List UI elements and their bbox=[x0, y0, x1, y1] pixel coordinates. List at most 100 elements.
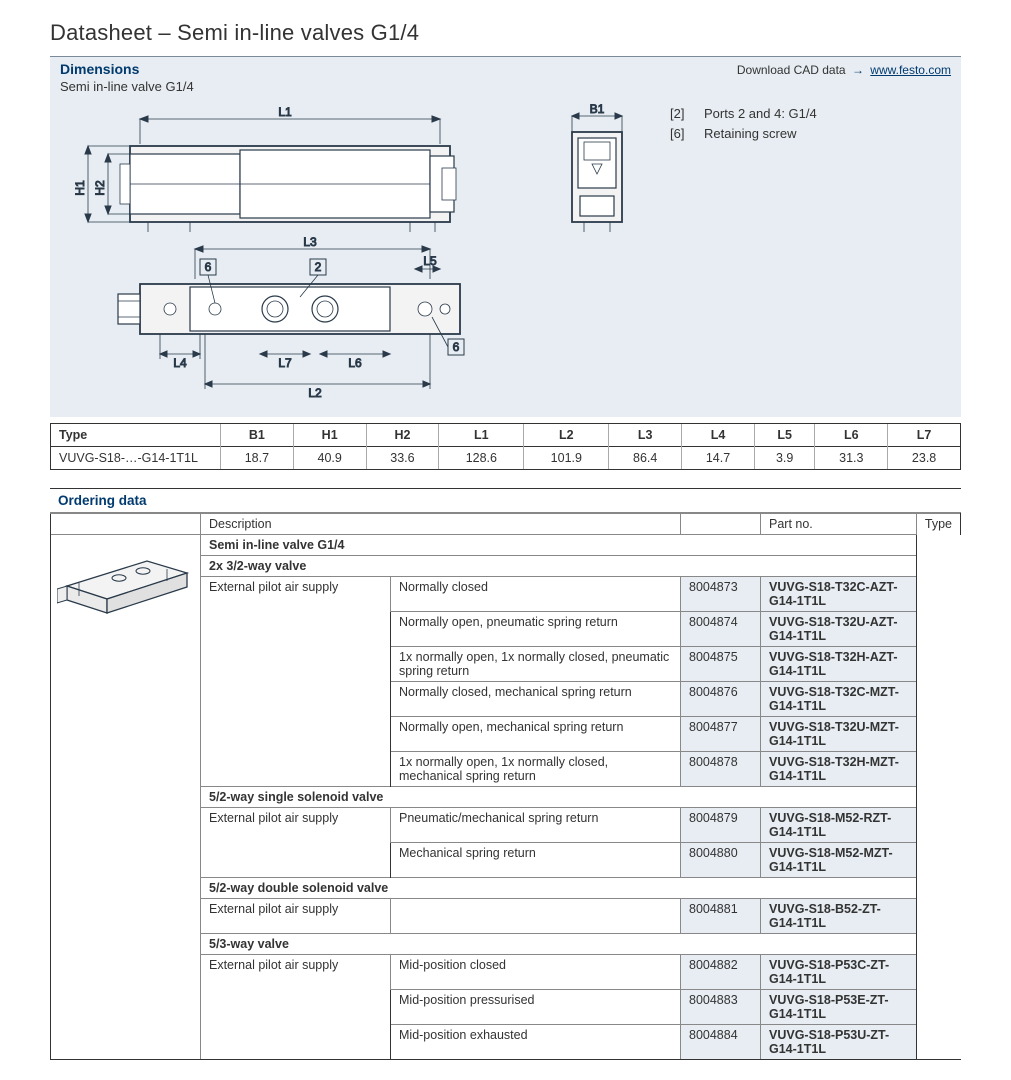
dim-cell: 101.9 bbox=[524, 447, 609, 470]
technical-drawing: L1 H1 H2 bbox=[70, 104, 530, 407]
ordering-table: Description Part no.Type Semi in-line val… bbox=[50, 513, 961, 1059]
label-L2: L2 bbox=[308, 386, 322, 400]
end-view-drawing: B1 bbox=[560, 104, 640, 247]
dimensions-table: TypeB1H1H2L1L2L3L4L5L6L7 VUVG-S18-…-G14-… bbox=[50, 423, 961, 470]
ord-header-cell bbox=[681, 514, 761, 535]
product-image-cell bbox=[51, 535, 201, 1060]
dim-header-cell: L5 bbox=[754, 424, 815, 447]
dimensions-subtype: Semi in-line valve G1/4 bbox=[50, 79, 961, 98]
ord-type-cell: VUVG-S18-T32U-MZT-G14-1T1L bbox=[761, 717, 917, 752]
ord-type-cell: VUVG-S18-P53E-ZT-G14-1T1L bbox=[761, 990, 917, 1025]
ord-type-cell: VUVG-S18-P53C-ZT-G14-1T1L bbox=[761, 955, 917, 990]
ord-type-cell: VUVG-S18-M52-MZT-G14-1T1L bbox=[761, 843, 917, 878]
dim-cell: 14.7 bbox=[682, 447, 755, 470]
ord-header-cell bbox=[51, 514, 201, 535]
ord-desc-cell: 1x normally open, 1x normally closed, me… bbox=[391, 752, 681, 787]
dim-header-cell: L2 bbox=[524, 424, 609, 447]
dimensions-heading: Dimensions bbox=[60, 61, 139, 77]
label-L3: L3 bbox=[303, 235, 317, 249]
dim-header-cell: L3 bbox=[609, 424, 682, 447]
dim-header-cell: B1 bbox=[221, 424, 294, 447]
label-L6: L6 bbox=[348, 356, 362, 370]
label-L7: L7 bbox=[278, 356, 292, 370]
ordering-subheader: 2x 3/2-way valve bbox=[201, 556, 917, 577]
ord-desc-cell: Mid-position closed bbox=[391, 955, 681, 990]
cad-url[interactable]: www.festo.com bbox=[870, 63, 951, 77]
ord-desc-cell bbox=[391, 899, 681, 934]
dimensions-panel: Dimensions Download CAD data → www.festo… bbox=[50, 56, 961, 417]
label-H2: H2 bbox=[93, 180, 107, 196]
ord-desc-cell: Normally closed bbox=[391, 577, 681, 612]
dim-cell: 3.9 bbox=[754, 447, 815, 470]
ord-type-cell: VUVG-S18-T32C-MZT-G14-1T1L bbox=[761, 682, 917, 717]
ord-partno-cell: 8004878 bbox=[681, 752, 761, 787]
cad-download-text: Download CAD data bbox=[737, 63, 846, 77]
ord-partno-cell: 8004881 bbox=[681, 899, 761, 934]
ord-desc-cell: Mid-position pressurised bbox=[391, 990, 681, 1025]
ord-type-cell: VUVG-S18-M52-RZT-G14-1T1L bbox=[761, 808, 917, 843]
drawing-legend: [2] Ports 2 and 4: G1/4[6]Retaining screw bbox=[670, 104, 817, 143]
ord-header-cell: Type bbox=[916, 514, 960, 535]
ord-partno-cell: 8004877 bbox=[681, 717, 761, 752]
dim-header-cell: Type bbox=[51, 424, 221, 447]
ordering-subheader: 5/2-way single solenoid valve bbox=[201, 787, 917, 808]
dim-cell: 23.8 bbox=[888, 447, 961, 470]
ordering-subheader: 5/3-way valve bbox=[201, 934, 917, 955]
label-L5: L5 bbox=[423, 254, 437, 268]
ord-supply-cell: External pilot air supply bbox=[201, 899, 391, 934]
label-L4: L4 bbox=[173, 356, 187, 370]
ord-type-cell: VUVG-S18-T32U-AZT-G14-1T1L bbox=[761, 612, 917, 647]
dim-cell: 31.3 bbox=[815, 447, 888, 470]
ordering-subheader: 5/2-way double solenoid valve bbox=[201, 878, 917, 899]
ord-desc-cell: 1x normally open, 1x normally closed, pn… bbox=[391, 647, 681, 682]
dim-header-cell: L1 bbox=[439, 424, 524, 447]
ordering-data-block: Ordering data DescriptionPart no.Type Se… bbox=[50, 488, 961, 1060]
ord-header-cell: Part no. bbox=[761, 514, 917, 535]
cad-download-link[interactable]: Download CAD data → www.festo.com bbox=[737, 63, 951, 77]
ord-supply-cell: External pilot air supply bbox=[201, 808, 391, 878]
label-B1: B1 bbox=[590, 104, 605, 116]
dim-header-cell: L7 bbox=[888, 424, 961, 447]
legend-tag: [2] bbox=[670, 104, 694, 124]
label-L1: L1 bbox=[278, 105, 292, 119]
ord-type-cell: VUVG-S18-P53U-ZT-G14-1T1L bbox=[761, 1025, 917, 1060]
ord-partno-cell: 8004873 bbox=[681, 577, 761, 612]
page-title: Datasheet – Semi in-line valves G1/4 bbox=[50, 20, 961, 46]
ord-desc-cell: Mid-position exhausted bbox=[391, 1025, 681, 1060]
ord-partno-cell: 8004880 bbox=[681, 843, 761, 878]
callout-6a: 6 bbox=[205, 260, 212, 274]
ord-type-cell: VUVG-S18-T32H-AZT-G14-1T1L bbox=[761, 647, 917, 682]
ord-partno-cell: 8004874 bbox=[681, 612, 761, 647]
ord-desc-cell: Mechanical spring return bbox=[391, 843, 681, 878]
ord-supply-cell: External pilot air supply bbox=[201, 955, 391, 1060]
callout-6b: 6 bbox=[453, 340, 460, 354]
legend-text: Ports 2 and 4: G1/4 bbox=[704, 104, 817, 124]
ord-header-cell: Description bbox=[201, 514, 681, 535]
ord-partno-cell: 8004876 bbox=[681, 682, 761, 717]
legend-line: [2] Ports 2 and 4: G1/4 bbox=[670, 104, 817, 124]
dim-cell: 128.6 bbox=[439, 447, 524, 470]
legend-line: [6]Retaining screw bbox=[670, 124, 817, 144]
arrow-icon: → bbox=[852, 63, 864, 77]
ord-desc-cell: Normally open, mechanical spring return bbox=[391, 717, 681, 752]
ord-partno-cell: 8004882 bbox=[681, 955, 761, 990]
ord-partno-cell: 8004883 bbox=[681, 990, 761, 1025]
dim-header-cell: L6 bbox=[815, 424, 888, 447]
label-H1: H1 bbox=[73, 180, 87, 196]
ord-type-cell: VUVG-S18-T32C-AZT-G14-1T1L bbox=[761, 577, 917, 612]
ord-desc-cell: Normally closed, mechanical spring retur… bbox=[391, 682, 681, 717]
dim-cell: 33.6 bbox=[366, 447, 439, 470]
ord-type-cell: VUVG-S18-T32H-MZT-G14-1T1L bbox=[761, 752, 917, 787]
dim-cell: VUVG-S18-…-G14-1T1L bbox=[51, 447, 221, 470]
dim-header-cell: H1 bbox=[293, 424, 366, 447]
ord-partno-cell: 8004884 bbox=[681, 1025, 761, 1060]
dim-cell: 86.4 bbox=[609, 447, 682, 470]
table-row: VUVG-S18-…-G14-1T1L18.740.933.6128.6101.… bbox=[51, 447, 961, 470]
dim-cell: 40.9 bbox=[293, 447, 366, 470]
ord-partno-cell: 8004875 bbox=[681, 647, 761, 682]
ord-desc-cell: Normally open, pneumatic spring return bbox=[391, 612, 681, 647]
ordering-section-header: Semi in-line valve G1/4 bbox=[201, 535, 917, 556]
ord-type-cell: VUVG-S18-B52-ZT-G14-1T1L bbox=[761, 899, 917, 934]
legend-text: Retaining screw bbox=[704, 124, 797, 144]
callout-2: 2 bbox=[315, 260, 322, 274]
